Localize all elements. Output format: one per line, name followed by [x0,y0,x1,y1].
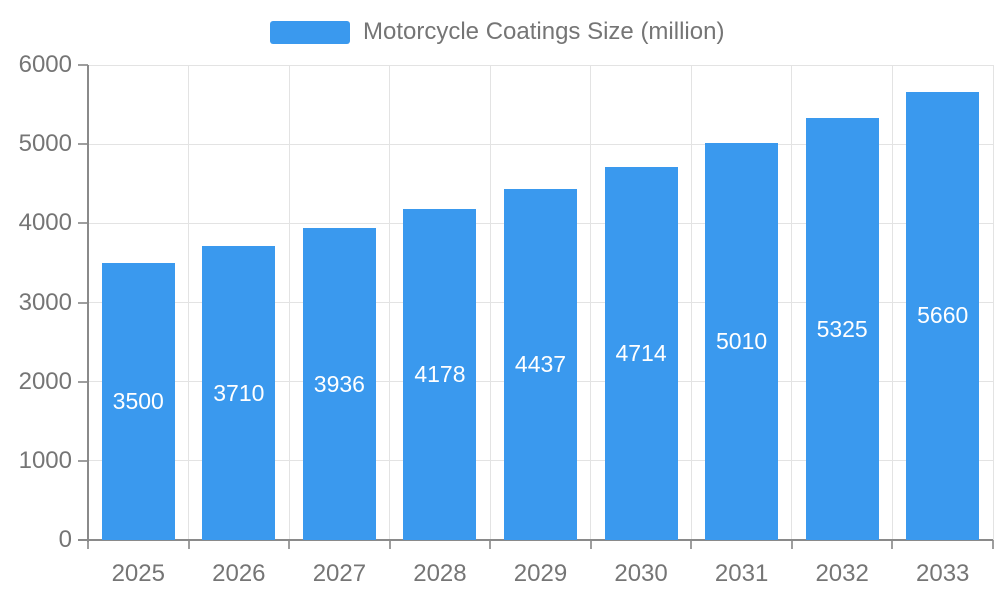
legend-item[interactable]: Motorcycle Coatings Size (million) [270,18,724,46]
x-axis-label: 2032 [815,560,869,587]
bar[interactable]: 3710 [202,246,276,540]
x-axis-label: 2033 [916,560,970,587]
y-gridline [88,143,993,145]
x-axis-label: 2027 [312,560,367,587]
x-axis-tick [589,540,592,549]
x-axis-tick [187,540,190,549]
y-axis-tick [78,143,88,146]
bar-value-label: 5660 [917,302,969,329]
x-axis-label: 2026 [212,560,266,587]
legend-swatch [270,20,350,44]
y-axis-label: 4000 [18,209,72,237]
bar[interactable]: 3936 [302,228,376,540]
bar-value-label: 5010 [716,328,768,355]
y-axis-tick [78,380,88,383]
x-gridline [489,65,491,540]
x-axis-tick [388,540,391,549]
bar-value-label: 3500 [112,387,164,414]
y-gridline [88,64,993,66]
y-axis-tick [78,64,88,66]
x-gridline [992,65,994,540]
bar[interactable]: 4178 [403,209,477,540]
x-gridline [389,65,391,540]
bar-value-label: 4437 [514,350,567,377]
y-axis-label: 3000 [18,288,72,316]
x-axis-tick [690,540,693,549]
y-axis-label: 6000 [18,51,72,78]
x-gridline [791,65,793,540]
x-axis-label: 2025 [111,560,165,587]
bar-value-label: 4714 [615,339,667,366]
x-axis-tick [790,540,793,549]
x-gridline [188,65,190,540]
y-axis-tick [78,222,88,225]
x-gridline [891,65,893,540]
y-axis-label: 0 [58,526,72,553]
x-gridline [590,65,592,540]
x-axis-label: 2030 [614,560,668,587]
y-axis-tick [78,459,88,462]
x-axis-tick [489,540,492,549]
x-axis-tick [87,540,89,549]
x-axis-tick [891,540,894,549]
bar[interactable]: 5325 [805,118,879,540]
x-axis-label: 2031 [714,560,769,587]
x-axis-label: 2029 [513,560,568,587]
bar-value-label: 3936 [313,370,365,397]
x-axis-line [78,539,993,541]
y-axis-label: 1000 [18,446,72,474]
bar[interactable]: 3500 [101,262,175,540]
x-axis-tick [992,540,994,549]
x-gridline [288,65,290,540]
y-axis-label: 5000 [18,130,72,158]
bar-value-label: 5325 [816,315,868,342]
y-axis-tick [78,301,88,304]
legend-label: Motorcycle Coatings Size (million) [363,18,725,45]
x-gridline [690,65,692,540]
y-axis-line [87,65,89,542]
x-axis-label: 2028 [413,560,467,587]
bar[interactable]: 5010 [705,143,779,540]
x-axis-tick [288,540,291,549]
bar-value-label: 3710 [213,379,265,406]
bar[interactable]: 5660 [906,91,980,540]
bar[interactable]: 4714 [604,166,678,540]
bar[interactable]: 4437 [504,188,577,540]
y-axis-label: 2000 [18,367,72,395]
bar-value-label: 4178 [414,361,466,388]
